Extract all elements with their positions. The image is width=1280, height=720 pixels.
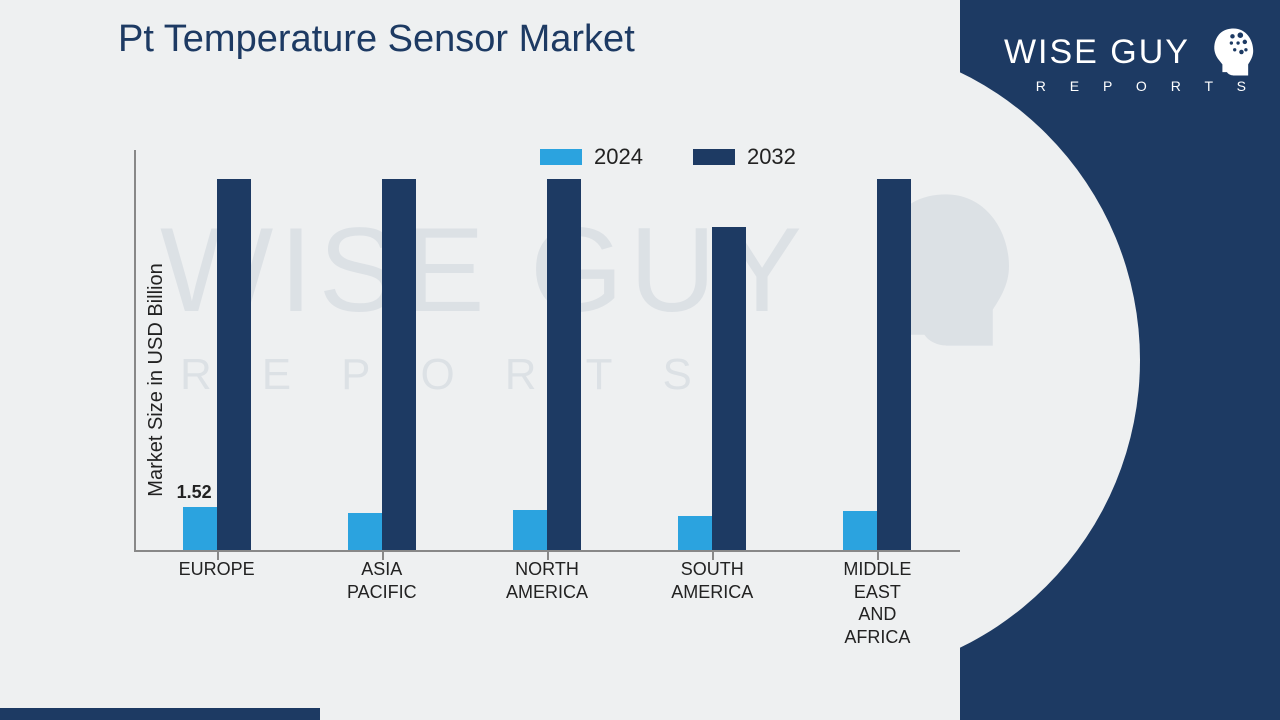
x-tick — [382, 550, 384, 560]
bar — [382, 179, 416, 550]
bar-groups: 1.52EUROPEASIA PACIFICNORTH AMERICASOUTH… — [134, 150, 960, 550]
x-tick — [877, 550, 879, 560]
bar-group: SOUTH AMERICA — [630, 150, 795, 550]
brand-right-panel — [960, 0, 1280, 720]
bar-value-label: 1.52 — [177, 482, 212, 503]
bar-pair — [843, 179, 911, 550]
bar-group: 1.52EUROPE — [134, 150, 299, 550]
bar — [348, 513, 382, 550]
bar — [547, 179, 581, 550]
bar — [678, 516, 712, 550]
bar-group: MIDDLE EAST AND AFRICA — [795, 150, 960, 550]
bar — [183, 507, 217, 550]
bar-group: NORTH AMERICA — [464, 150, 629, 550]
category-label: ASIA PACIFIC — [347, 558, 417, 603]
bar-pair — [348, 179, 416, 550]
category-label: NORTH AMERICA — [506, 558, 588, 603]
head-icon — [1200, 24, 1256, 80]
x-tick — [217, 550, 219, 560]
brand-logo: WISE GUY R E P O R T S — [1004, 24, 1256, 94]
category-label: SOUTH AMERICA — [671, 558, 753, 603]
bar-group: ASIA PACIFIC — [299, 150, 464, 550]
bar — [513, 510, 547, 550]
bottom-accent-bar — [0, 708, 320, 720]
bar — [712, 227, 746, 550]
bar — [877, 179, 911, 550]
infographic-canvas: WISE GUY R E P O R T S Pt Temperature Se… — [0, 0, 1280, 720]
bar-pair — [513, 179, 581, 550]
bar — [217, 179, 251, 550]
bar-pair — [678, 227, 746, 550]
brand-logo-sub: R E P O R T S — [1004, 78, 1256, 94]
chart-area: Market Size in USD Billion 2024 2032 1.5… — [80, 150, 960, 610]
bar — [843, 511, 877, 550]
brand-logo-main: WISE GUY — [1004, 24, 1256, 80]
category-label: EUROPE — [179, 558, 255, 581]
x-tick — [547, 550, 549, 560]
chart-title: Pt Temperature Sensor Market — [118, 18, 635, 61]
brand-logo-text: WISE GUY — [1004, 33, 1190, 72]
category-label: MIDDLE EAST AND AFRICA — [843, 558, 911, 648]
x-tick — [712, 550, 714, 560]
